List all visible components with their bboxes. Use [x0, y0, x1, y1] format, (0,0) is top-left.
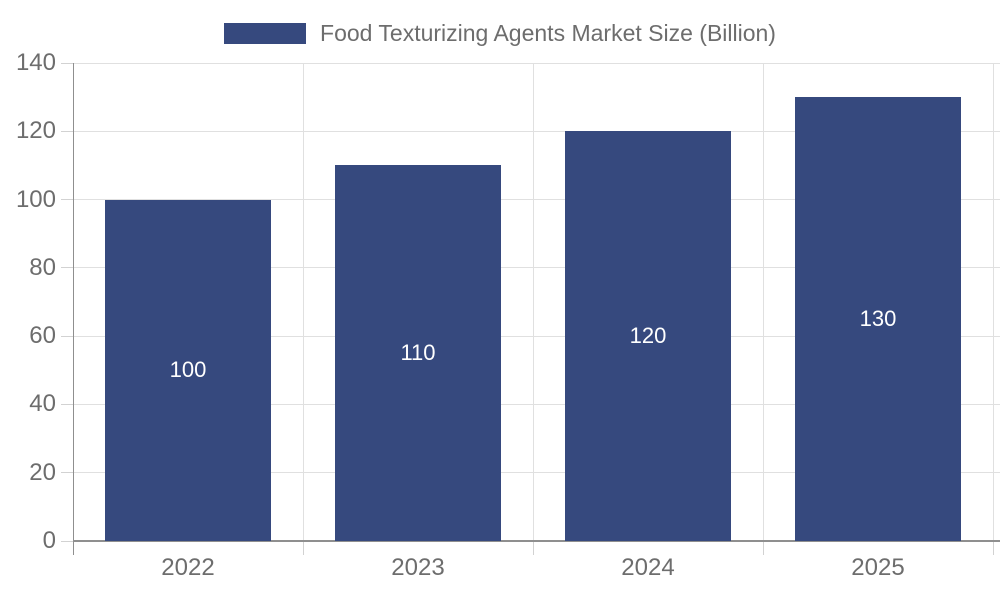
y-tick-label: 100	[15, 185, 56, 213]
v-gridline	[532, 63, 534, 541]
x-tick-label: 2025	[851, 554, 905, 581]
y-tick-mark	[61, 403, 73, 405]
h-gridline	[73, 62, 1000, 64]
h-gridline	[73, 199, 1000, 201]
y-tick-mark	[61, 199, 73, 201]
x-tick-mark	[302, 541, 304, 555]
h-gridline	[73, 267, 1000, 269]
y-tick-label: 20	[29, 458, 56, 486]
y-tick-label: 140	[15, 49, 56, 76]
y-tick-label: 80	[29, 253, 56, 281]
chart-title: Food Texturizing Agents Market Size (Bil…	[320, 19, 776, 46]
x-tick-label: 2023	[391, 554, 445, 581]
x-tick-mark	[992, 541, 994, 555]
x-tick-label: 2024	[621, 554, 675, 581]
y-tick-label: 40	[29, 390, 56, 418]
y-tick-mark	[61, 335, 73, 337]
bar-value-label: 100	[169, 357, 207, 383]
legend-swatch	[224, 22, 307, 44]
x-tick-mark	[532, 541, 534, 555]
y-tick-label: 120	[15, 117, 56, 145]
bar-value-label: 120	[629, 323, 667, 349]
h-gridline	[73, 130, 1000, 132]
v-gridline	[302, 63, 304, 541]
h-gridline	[73, 403, 1000, 405]
x-tick-label: 2022	[161, 554, 215, 581]
bar	[795, 97, 961, 541]
h-gridline	[73, 335, 1000, 337]
y-tick-mark	[61, 267, 73, 269]
bar-value-label: 110	[400, 340, 436, 366]
bar	[105, 199, 271, 541]
h-gridline	[73, 472, 1000, 474]
y-tick-label: 0	[42, 527, 56, 554]
bar	[565, 131, 731, 541]
chart-legend: Food Texturizing Agents Market Size (Bil…	[0, 17, 1000, 49]
x-axis-line	[73, 540, 1000, 542]
v-gridline	[762, 63, 764, 541]
bar	[335, 165, 501, 541]
y-tick-mark	[61, 130, 73, 132]
x-tick-mark	[762, 541, 764, 555]
y-tick-label: 60	[29, 322, 56, 350]
y-tick-mark	[61, 62, 73, 64]
y-tick-mark	[61, 472, 73, 474]
bar-value-label: 130	[859, 306, 897, 332]
v-gridline	[992, 63, 994, 541]
y-tick-mark	[61, 540, 73, 542]
y-axis-line	[72, 63, 74, 555]
